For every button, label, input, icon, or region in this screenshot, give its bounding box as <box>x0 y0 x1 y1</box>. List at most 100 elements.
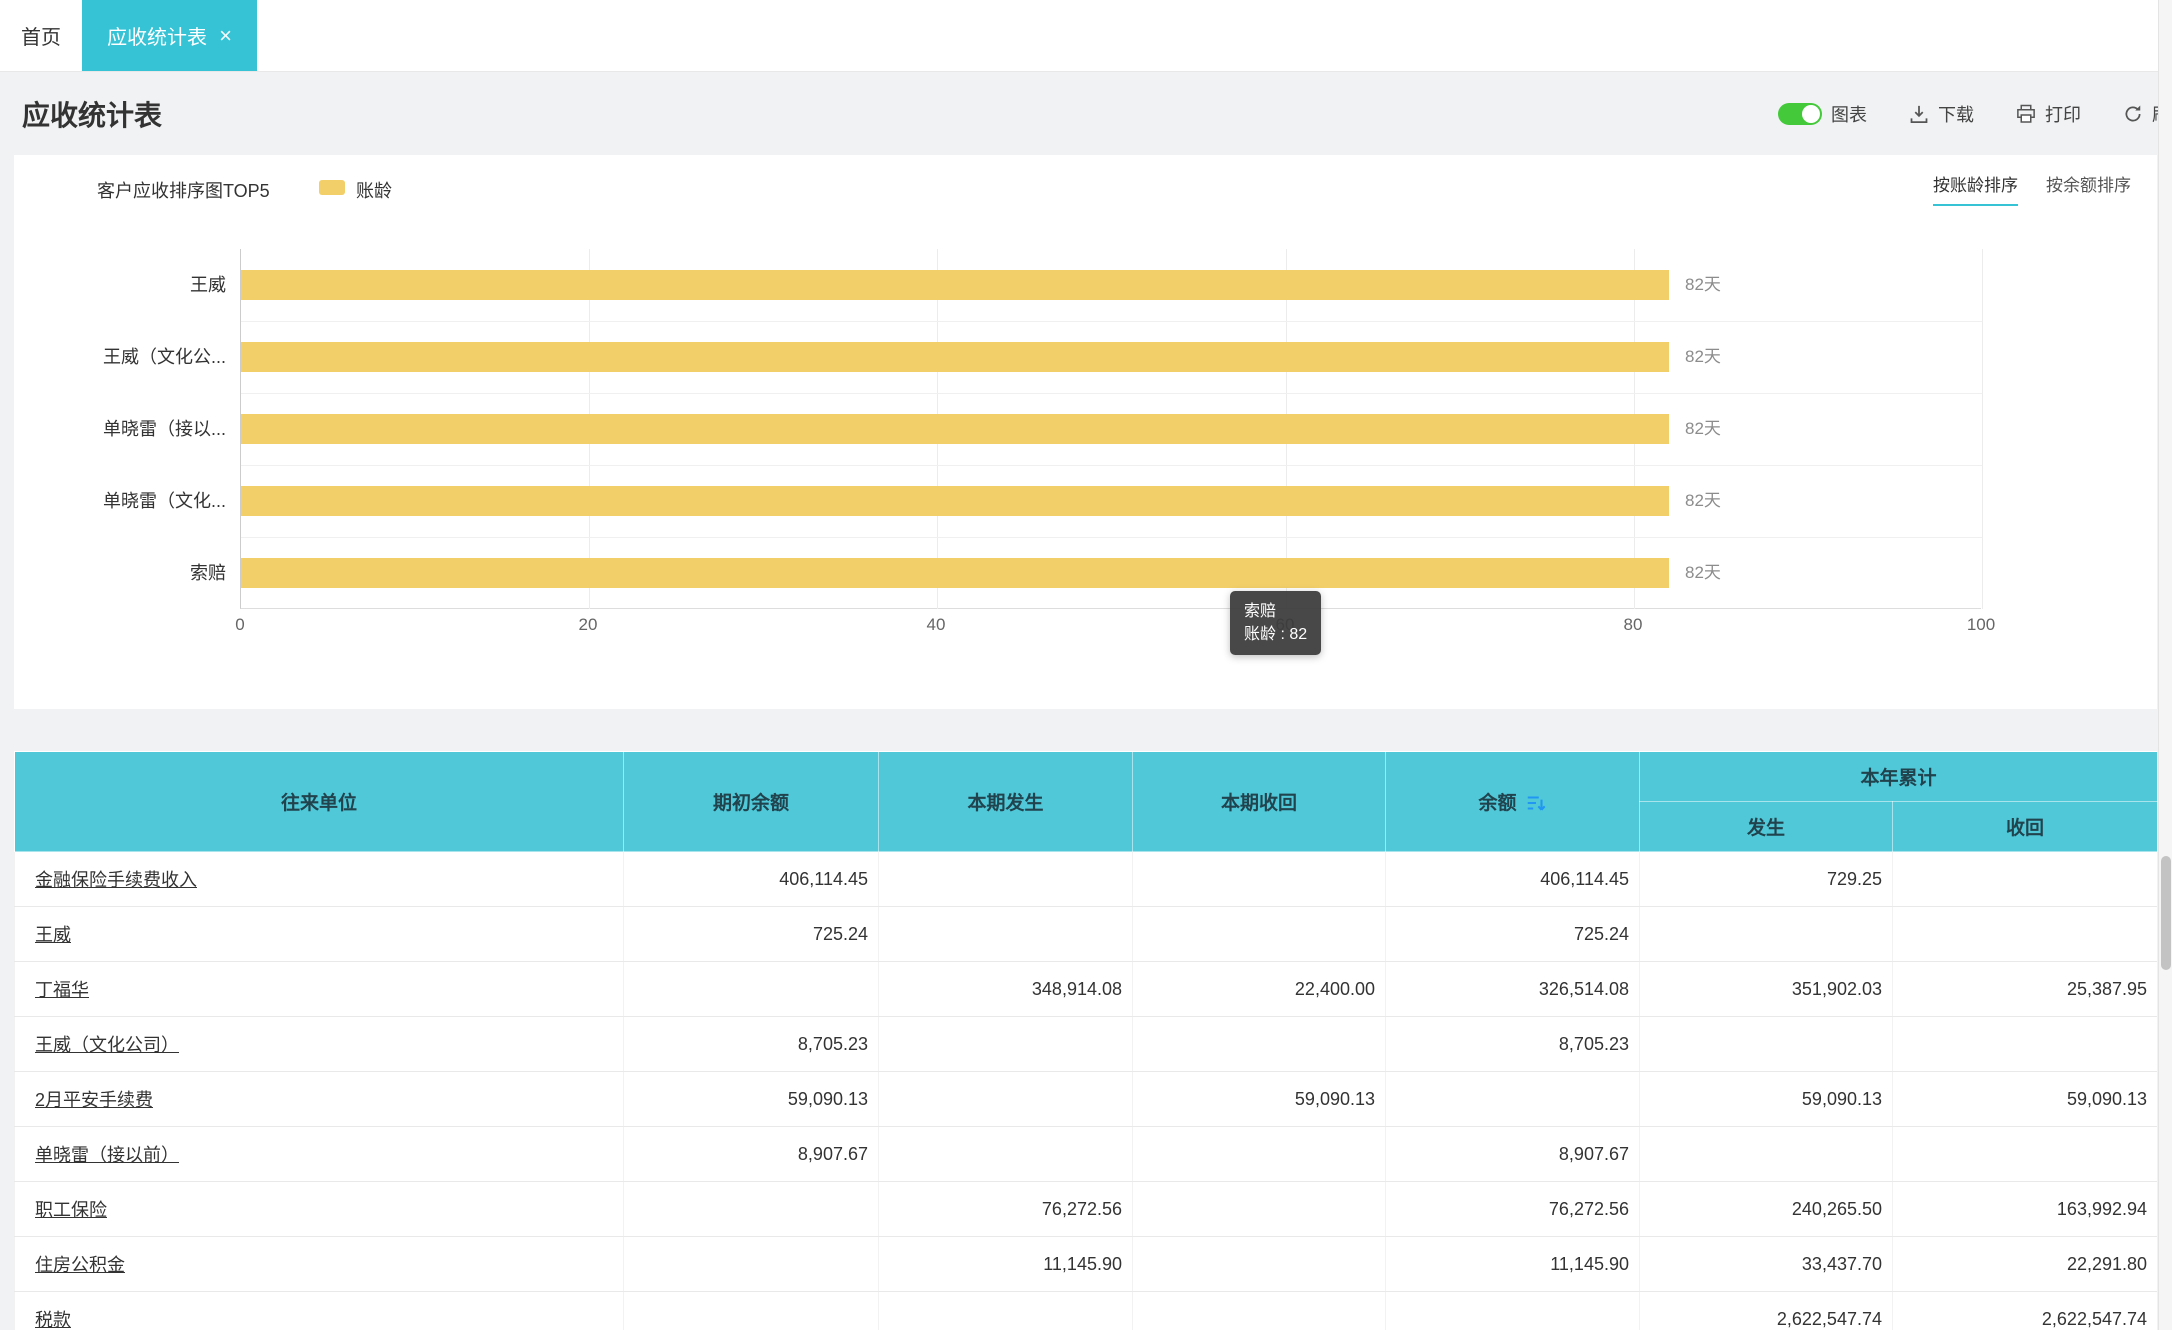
amount-cell <box>1132 1126 1386 1182</box>
amount-cell <box>1892 851 2157 907</box>
scrollbar-thumb[interactable] <box>2161 856 2171 970</box>
chart-sort-tabs: 按账龄排序 按余额排序 <box>1933 171 2131 206</box>
chart-row-separator <box>241 537 1982 538</box>
amount-cell: 2,622,547.74 <box>1892 1291 2157 1330</box>
amount-cell <box>878 1071 1133 1127</box>
chart-toggle-group: 图表 <box>1778 101 1867 127</box>
receivable-table: 往来单位 期初余额 本期发生 本期收回 余额 本年累计 发生 收回 金融保险手续… <box>14 751 2157 1330</box>
tooltip-category: 索赔 <box>1244 603 1277 620</box>
amount-cell <box>1132 1181 1386 1237</box>
download-button[interactable]: 下载 <box>1909 101 1974 127</box>
category-label: 王威 <box>190 275 226 295</box>
table-header: 往来单位 期初余额 本期发生 本期收回 余额 本年累计 发生 收回 <box>14 751 2157 852</box>
print-button[interactable]: 打印 <box>2016 101 2081 127</box>
amount-cell <box>1892 1126 2157 1182</box>
amount-cell: 59,090.13 <box>623 1071 879 1127</box>
bar-value-label: 82天 <box>1685 491 1721 510</box>
amount-cell <box>1132 851 1386 907</box>
tab-home[interactable]: 首页 <box>0 0 82 71</box>
x-tick-label: 40 <box>926 615 946 634</box>
amount-cell: 11,145.90 <box>1385 1236 1640 1292</box>
company-cell: 职工保险 <box>14 1181 624 1237</box>
amount-cell <box>1892 906 2157 962</box>
amount-cell <box>878 1016 1133 1072</box>
toggle-knob <box>1802 104 1820 123</box>
col-header-current-received: 本期收回 <box>1132 751 1386 852</box>
table-row: 单晓雷（接以前） 8,907.67 8,907.67 <box>14 1126 2157 1182</box>
chart-sort-tab-0[interactable]: 按账龄排序 <box>1933 171 2018 206</box>
page-toolbar: 应收统计表 图表 下载 打印 刷新 <box>0 72 2172 155</box>
amount-cell: 725.24 <box>623 906 879 962</box>
amount-cell <box>623 961 879 1017</box>
company-link[interactable]: 丁福华 <box>35 980 89 1000</box>
amount-cell: 8,907.67 <box>1385 1126 1640 1182</box>
company-link[interactable]: 单晓雷（接以前） <box>35 1145 179 1165</box>
amount-cell: 22,400.00 <box>1132 961 1386 1017</box>
amount-cell: 8,907.67 <box>623 1126 879 1182</box>
amount-cell: 25,387.95 <box>1892 961 2157 1017</box>
chart-bar[interactable] <box>241 342 1669 372</box>
amount-cell <box>878 851 1133 907</box>
amount-cell: 351,902.03 <box>1639 961 1893 1017</box>
company-link[interactable]: 王威（文化公司） <box>35 1035 179 1055</box>
col-header-ytd-received: 收回 <box>1891 801 2157 852</box>
legend-series-label[interactable]: 账龄 <box>356 181 392 201</box>
amount-cell: 76,272.56 <box>878 1181 1133 1237</box>
x-tick-label: 20 <box>578 615 598 634</box>
amount-cell: 76,272.56 <box>1385 1181 1640 1237</box>
table-row: 王威（文化公司） 8,705.23 8,705.23 <box>14 1016 2157 1072</box>
chart-sort-tab-1[interactable]: 按余额排序 <box>2046 176 2131 195</box>
tab-receivable-stats[interactable]: 应收统计表 × <box>82 0 257 71</box>
chart-row-separator <box>241 321 1982 322</box>
amount-cell: 59,090.13 <box>1639 1071 1893 1127</box>
col-header-ytd-group: 本年累计 <box>1638 751 2157 802</box>
vertical-scrollbar[interactable] <box>2158 0 2172 1330</box>
download-label: 下载 <box>1938 104 1974 125</box>
amount-cell <box>1639 906 1893 962</box>
amount-cell: 163,992.94 <box>1892 1181 2157 1237</box>
amount-cell: 406,114.45 <box>1385 851 1640 907</box>
amount-cell: 59,090.13 <box>1132 1071 1386 1127</box>
chart-bar[interactable] <box>241 270 1669 300</box>
table-body: 金融保险手续费收入 406,114.45 406,114.45 729.25 王威 725… <box>14 851 2157 1330</box>
chart-bar[interactable] <box>241 486 1669 516</box>
chart-bar[interactable] <box>241 414 1669 444</box>
amount-cell: 8,705.23 <box>1385 1016 1640 1072</box>
amount-cell <box>1385 1071 1640 1127</box>
close-icon[interactable]: × <box>219 22 232 48</box>
amount-cell <box>623 1291 879 1330</box>
amount-cell: 8,705.23 <box>623 1016 879 1072</box>
print-label: 打印 <box>2045 104 2081 125</box>
company-cell: 王威 <box>14 906 624 962</box>
amount-cell: 348,914.08 <box>878 961 1133 1017</box>
x-tick-label: 0 <box>235 615 245 634</box>
company-link[interactable]: 职工保险 <box>35 1200 107 1220</box>
company-link[interactable]: 税款 <box>35 1310 71 1330</box>
sort-icon[interactable] <box>1525 792 1547 814</box>
legend-swatch <box>319 180 345 195</box>
chart-toggle-label: 图表 <box>1831 104 1867 125</box>
table-row: 住房公积金 11,145.90 11,145.90 33,437.70 22,291.8… <box>14 1236 2157 1292</box>
amount-cell <box>1132 1016 1386 1072</box>
amount-cell <box>1892 1016 2157 1072</box>
chart-x-axis: 020406080100 <box>235 615 1995 641</box>
company-link[interactable]: 2月平安手续费 <box>35 1090 154 1110</box>
amount-cell <box>623 1236 879 1292</box>
company-link[interactable]: 住房公积金 <box>35 1255 125 1275</box>
company-cell: 税款 <box>14 1291 624 1330</box>
category-label: 索赔 <box>190 563 226 583</box>
table-row: 职工保险 76,272.56 76,272.56 240,265.50 163,992.… <box>14 1181 2157 1237</box>
chart-tooltip: 索赔 账龄 : 82 <box>1230 591 1322 655</box>
amount-cell: 33,437.70 <box>1639 1236 1893 1292</box>
company-link[interactable]: 王威 <box>35 925 71 945</box>
company-link[interactable]: 金融保险手续费收入 <box>35 870 197 890</box>
page-title: 应收统计表 <box>22 100 163 131</box>
col-header-balance[interactable]: 余额 <box>1385 751 1640 852</box>
chart-bar[interactable] <box>241 558 1669 588</box>
amount-cell <box>1385 1291 1640 1330</box>
chart-toggle[interactable] <box>1778 102 1822 125</box>
category-label: 单晓雷（接以... <box>102 419 226 439</box>
amount-cell <box>1132 1291 1386 1330</box>
receivable-table-grid: 往来单位 期初余额 本期发生 本期收回 余额 本年累计 发生 收回 金融保险手续… <box>14 751 2157 1330</box>
amount-cell <box>1132 1236 1386 1292</box>
